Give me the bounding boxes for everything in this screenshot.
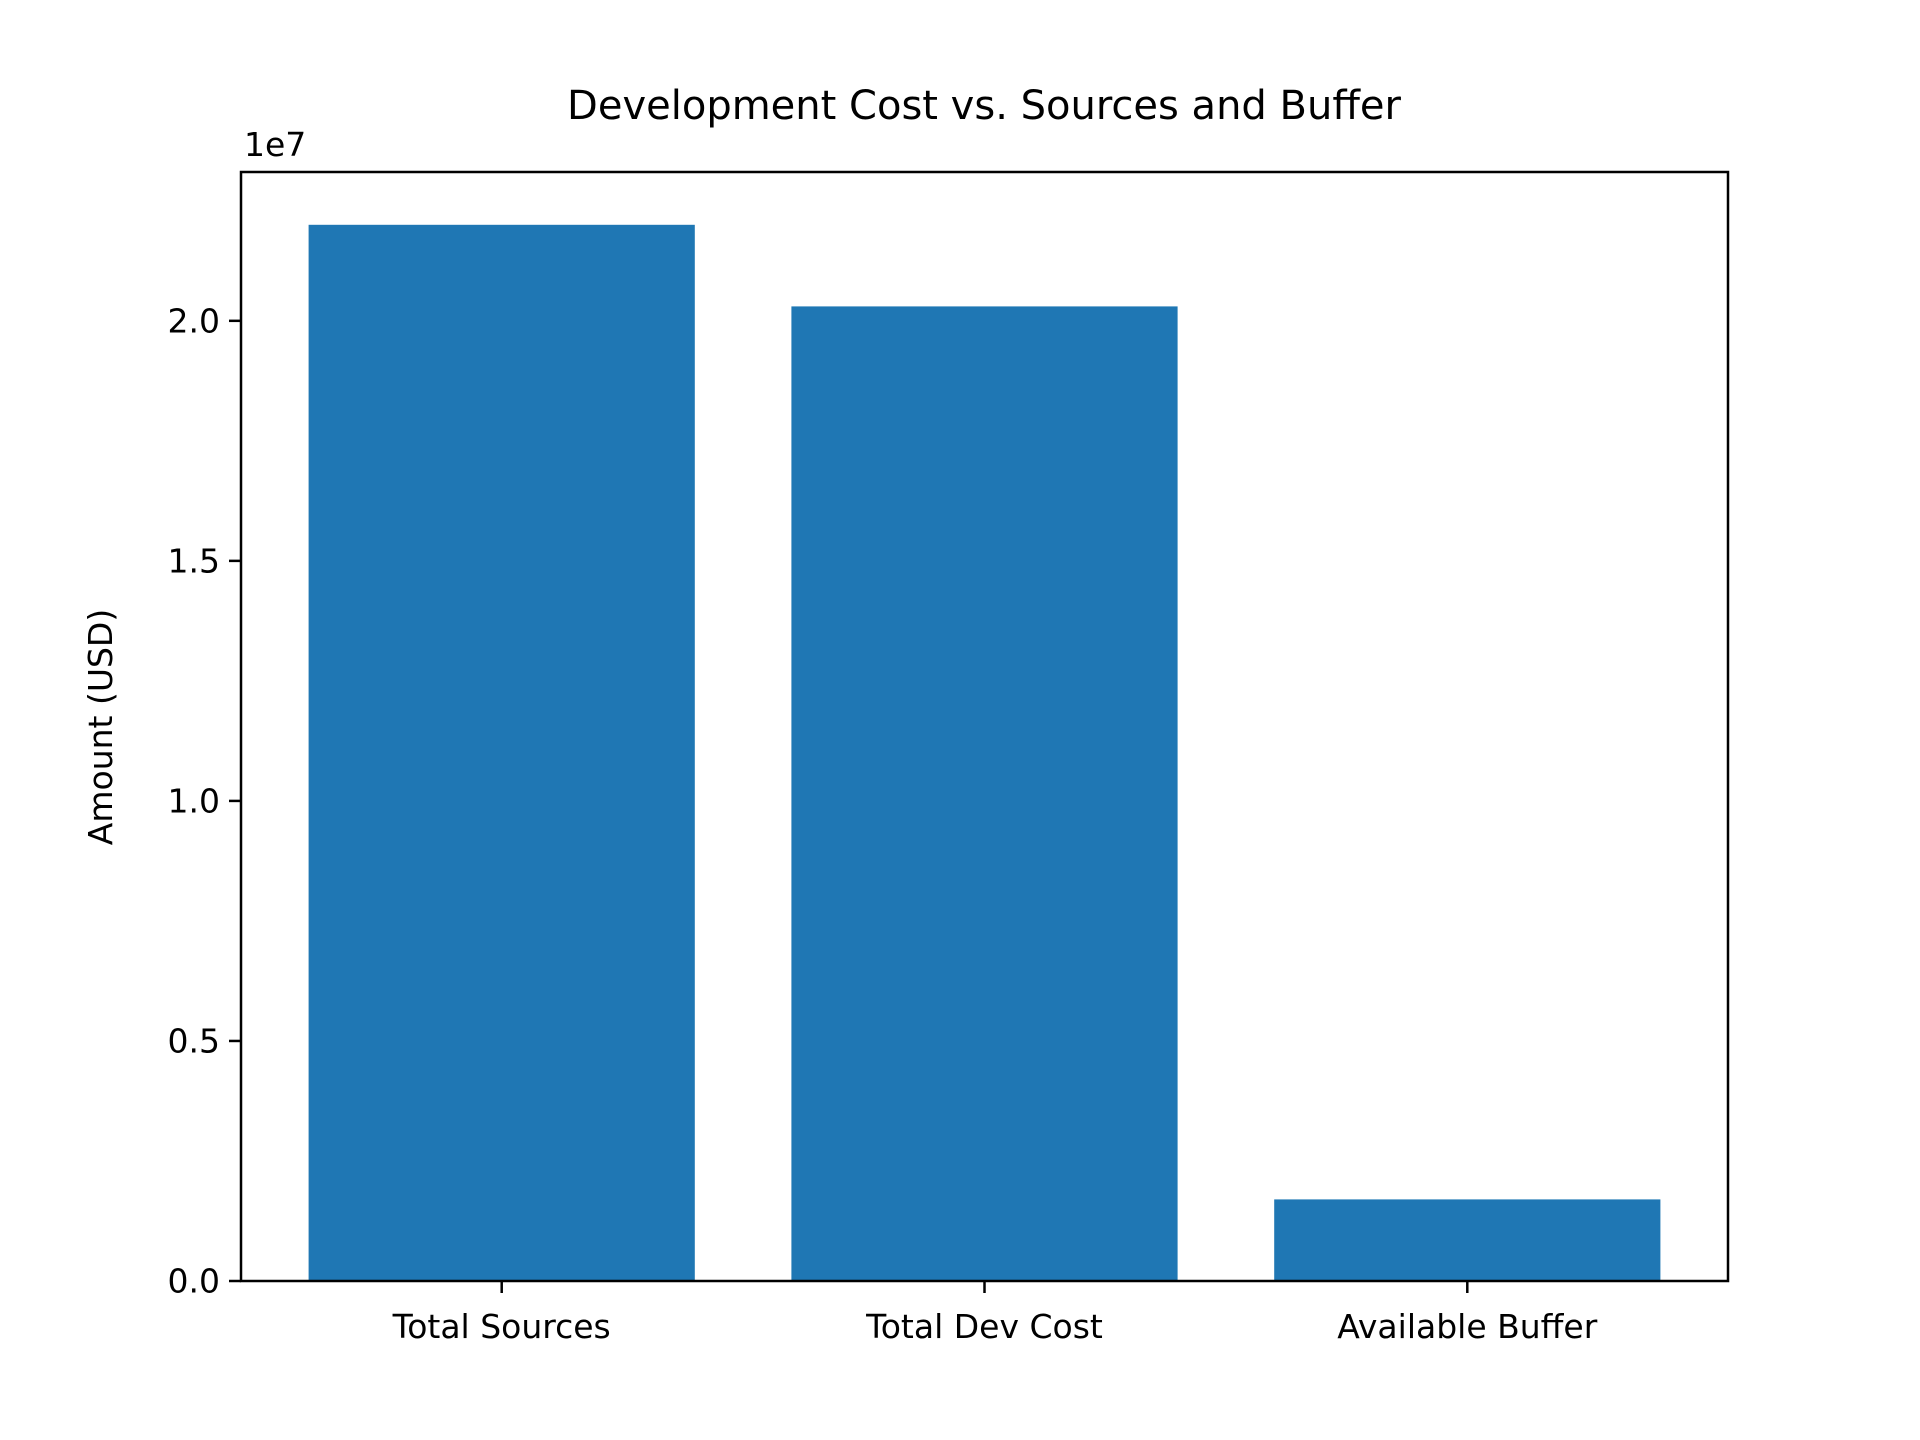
y-tick-label: 0.5 [168, 1021, 220, 1060]
bar-total-sources [308, 224, 695, 1281]
y-tick-label: 1.5 [168, 541, 220, 580]
x-tick-label-total-sources: Total Sources [392, 1307, 611, 1346]
y-tick-label: 0.0 [168, 1262, 220, 1301]
y-tick-label: 1.0 [168, 781, 220, 820]
chart-title: Development Cost vs. Sources and Buffer [567, 83, 1401, 129]
y-axis-label: Amount (USD) [81, 609, 120, 845]
y-axis-offset-label: 1e7 [244, 125, 306, 164]
x-tick-label-available-buffer: Available Buffer [1337, 1307, 1597, 1346]
bars-layer [308, 224, 1661, 1281]
bar-available-buffer [1274, 1199, 1661, 1281]
ticks-layer: 0.0 0.5 1.0 1.5 2.0 Total Sources Total Dev Co… [168, 301, 1598, 1346]
plot-frame [239, 170, 1730, 1283]
x-tick-label-total-dev-cost: Total Dev Cost [865, 1307, 1103, 1346]
y-tick-label: 2.0 [168, 301, 220, 340]
bar-total-dev-cost [791, 306, 1178, 1281]
